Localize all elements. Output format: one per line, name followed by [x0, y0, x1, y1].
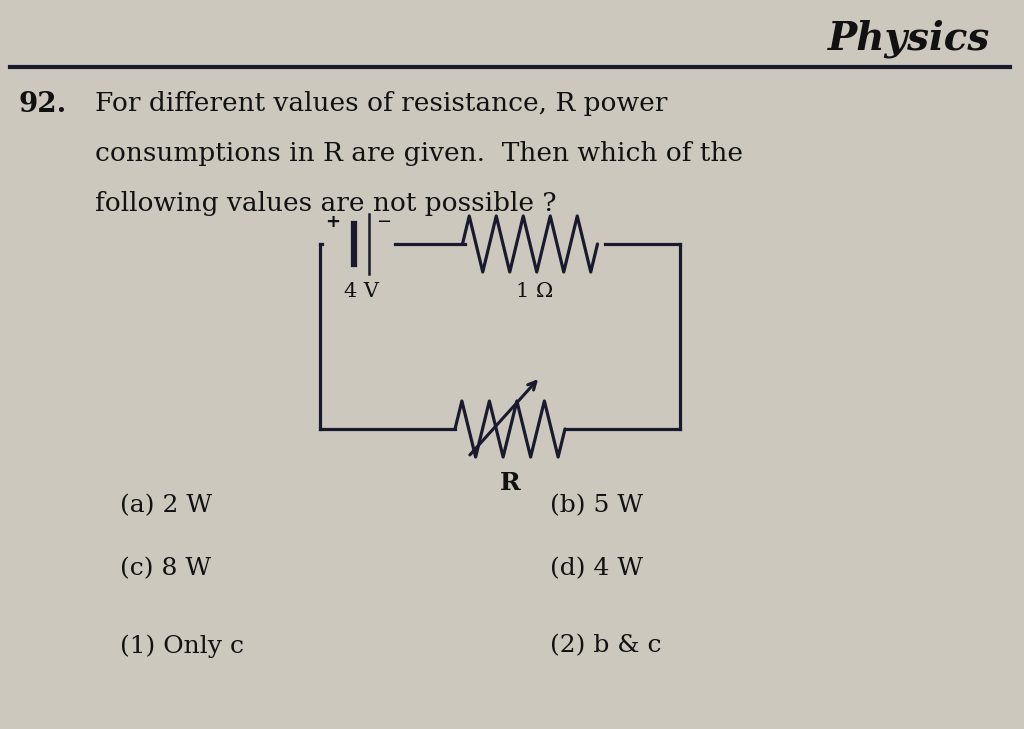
Text: 1 Ω: 1 Ω: [516, 282, 554, 301]
Text: (2) b & c: (2) b & c: [550, 634, 662, 657]
Text: R: R: [500, 471, 520, 495]
Text: (c) 8 W: (c) 8 W: [120, 557, 211, 580]
Text: Physics: Physics: [827, 19, 990, 58]
Text: (b) 5 W: (b) 5 W: [550, 494, 643, 517]
Text: For different values of resistance, R power: For different values of resistance, R po…: [95, 91, 668, 116]
Text: following values are not possible ?: following values are not possible ?: [95, 191, 556, 216]
Text: (a) 2 W: (a) 2 W: [120, 494, 212, 517]
Text: consumptions in R are given.  Then which of the: consumptions in R are given. Then which …: [95, 141, 743, 166]
Text: (1) Only c: (1) Only c: [120, 634, 244, 658]
Text: (d) 4 W: (d) 4 W: [550, 557, 643, 580]
Text: +: +: [326, 213, 341, 231]
Text: 4 V: 4 V: [343, 282, 379, 301]
Text: −: −: [377, 213, 391, 231]
Text: 92.: 92.: [18, 91, 67, 118]
